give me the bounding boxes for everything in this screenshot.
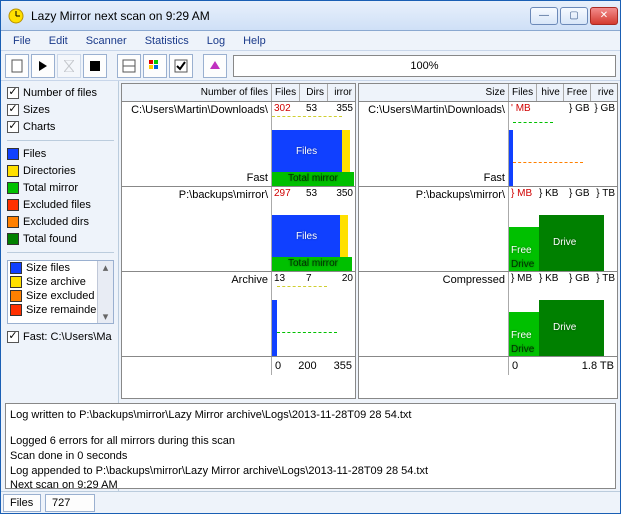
col-main[interactable]: Size [359, 84, 509, 101]
table-row: P:\backups\mirror\ } MB } KB } GB } TB F… [359, 187, 617, 272]
hourglass-button[interactable] [57, 54, 81, 78]
chart: 297 53 350 Files Total mirror [272, 187, 355, 271]
row-path: C:\Users\Martin\Downloads\ [368, 104, 505, 116]
row-path: Compressed [443, 274, 505, 286]
menu-edit[interactable]: Edit [41, 33, 76, 49]
col-files[interactable]: Files [272, 84, 300, 101]
maximize-button[interactable]: ▢ [560, 7, 588, 25]
minimize-button[interactable]: — [530, 7, 558, 25]
chart: 302 53 355 Files Total mirror [272, 102, 355, 186]
chart: } MB } KB } GB } TB Free Drive Drive [509, 187, 617, 271]
cb-charts[interactable]: Charts [7, 119, 114, 135]
cb-number-of-files[interactable]: Number of files [7, 85, 114, 101]
col-free[interactable]: Free [564, 84, 592, 101]
table-row: P:\backups\mirror\ 297 53 350 Files Tota… [122, 187, 355, 272]
table-row: C:\Users\Martin\Downloads\ Fast ' MB } GB… [359, 102, 617, 187]
menu-scanner[interactable]: Scanner [78, 33, 135, 49]
menu-help[interactable]: Help [235, 33, 274, 49]
chart: ' MB } GB } GB [509, 102, 617, 186]
log-line: Next scan on 9:29 AM [10, 478, 611, 489]
table-row: C:\Users\Martin\Downloads\ Fast 302 53 35… [122, 102, 355, 187]
menu-file[interactable]: File [5, 33, 39, 49]
log-line: Log written to P:\backups\mirror\Lazy Mi… [10, 408, 611, 423]
progress-text: 100% [410, 60, 438, 72]
cb-sizes[interactable]: Sizes [7, 102, 114, 118]
col-main[interactable]: Number of files [122, 84, 272, 101]
cb-dirs[interactable]: Directories [7, 163, 114, 179]
row-path: C:\Users\Martin\Downloads\ [131, 104, 268, 116]
col-mirror[interactable]: irror [328, 84, 355, 101]
log-line: Logged 6 errors for all mirrors during t… [10, 434, 611, 449]
menubar: File Edit Scanner Statistics Log Help [1, 31, 620, 51]
grid-number-of-files: Number of files Files Dirs irror C:\User… [121, 83, 356, 399]
cb-fast[interactable]: Fast: C:\Users\Ma [7, 329, 114, 345]
status-label: Files [3, 494, 41, 512]
axis: 0200355 [122, 357, 355, 375]
grid-size: Size Files hive Free rive C:\Users\Marti… [358, 83, 618, 399]
status-value: 727 [45, 494, 95, 512]
cb-total-mirror[interactable]: Total mirror [7, 180, 114, 196]
col-archive[interactable]: hive [537, 84, 564, 101]
table-row: Compressed } MB } KB } GB } TB Free Driv… [359, 272, 617, 357]
menu-statistics[interactable]: Statistics [137, 33, 197, 49]
titlebar[interactable]: Lazy Mirror next scan on 9:29 AM — ▢ ✕ [1, 1, 620, 31]
row-sub: Fast [484, 172, 505, 184]
check-button[interactable] [169, 54, 193, 78]
chart: 13 7 20 [272, 272, 355, 356]
stop-button[interactable] [83, 54, 107, 78]
cb-excl-dirs[interactable]: Excluded dirs [7, 214, 114, 230]
col-files[interactable]: Files [509, 84, 537, 101]
toolbar: 100% [1, 51, 620, 81]
log-line: Log appended to P:\backups\mirror\Lazy M… [10, 464, 611, 479]
main-area: Number of files Files Dirs irror C:\User… [119, 81, 620, 491]
statusbar: Files 727 [1, 491, 620, 513]
app-icon [7, 7, 25, 25]
grid1-button[interactable] [117, 54, 141, 78]
app-window: Lazy Mirror next scan on 9:29 AM — ▢ ✕ F… [0, 0, 621, 514]
size-list[interactable]: Size files Size archive Size excluded Si… [7, 260, 114, 324]
col-dirs[interactable]: Dirs [300, 84, 328, 101]
row-sub: Fast [247, 172, 268, 184]
cb-excl-files[interactable]: Excluded files [7, 197, 114, 213]
axis: 01.8 TB [359, 357, 617, 375]
list-scrollbar[interactable]: ▴▾ [97, 261, 113, 323]
play-button[interactable] [31, 54, 55, 78]
log-line: Scan done in 0 seconds [10, 449, 611, 464]
cb-files[interactable]: Files [7, 146, 114, 162]
col-drive[interactable]: rive [591, 84, 617, 101]
menu-log[interactable]: Log [199, 33, 233, 49]
table-row: Archive 13 7 20 [122, 272, 355, 357]
row-path: Archive [231, 274, 268, 286]
help-button[interactable] [203, 54, 227, 78]
log-panel[interactable]: Log written to P:\backups\mirror\Lazy Mi… [5, 403, 616, 489]
window-title: Lazy Mirror next scan on 9:29 AM [29, 9, 530, 23]
row-path: P:\backups\mirror\ [416, 189, 505, 201]
row-path: P:\backups\mirror\ [179, 189, 268, 201]
close-button[interactable]: ✕ [590, 7, 618, 25]
grid2-button[interactable] [143, 54, 167, 78]
chart: } MB } KB } GB } TB Free Drive Drive [509, 272, 617, 356]
cb-total-found[interactable]: Total found [7, 231, 114, 247]
new-button[interactable] [5, 54, 29, 78]
progress-bar: 100% [233, 55, 616, 77]
